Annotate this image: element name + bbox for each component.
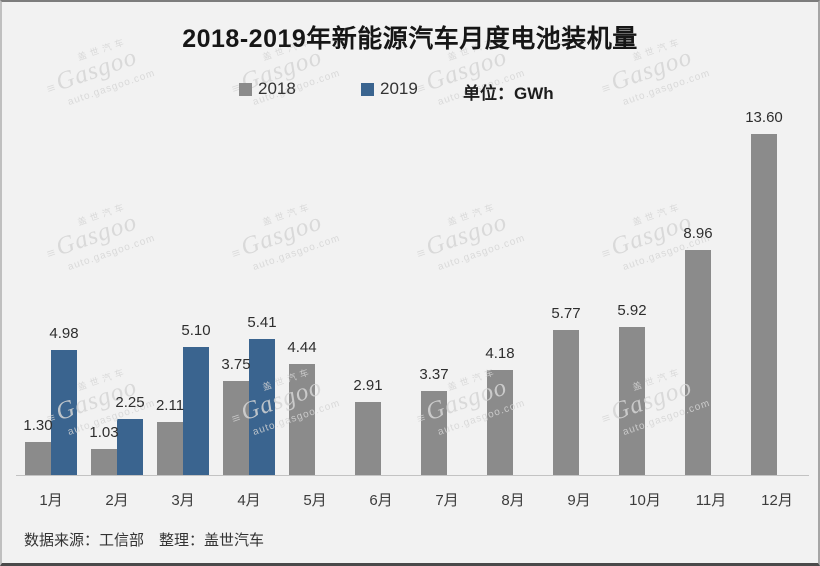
bar-2018-4月 xyxy=(223,381,249,475)
bar-2018-10月 xyxy=(619,327,645,475)
value-label-2018-7月: 3.37 xyxy=(419,366,449,383)
watermark-brand-text: ≡Gasgoo xyxy=(229,208,326,264)
gasgoo-logo-icon: ≡ xyxy=(229,244,244,264)
legend-swatch-2019 xyxy=(361,82,374,96)
x-axis-label-11: 11月 xyxy=(695,492,727,509)
watermark-cn-text: 盖世汽车 xyxy=(76,201,129,228)
gasgoo-logo-icon: ≡ xyxy=(599,409,614,429)
x-axis-label-7: 7月 xyxy=(435,492,459,509)
x-axis-label-3: 3月 xyxy=(171,492,195,509)
bar-2019-1月 xyxy=(51,350,77,475)
value-label-2018-4月: 3.75 xyxy=(221,356,251,373)
source-note: 数据来源：工信部 整理：盖世汽车 xyxy=(24,532,265,549)
bar-2018-7月 xyxy=(421,391,447,475)
bar-2018-8月 xyxy=(487,370,513,475)
legend-item-2019: 2019 xyxy=(361,79,418,99)
x-axis-label-6: 6月 xyxy=(369,492,393,509)
watermark-brand-text: ≡Gasgoo xyxy=(229,373,326,429)
value-label-2018-2月: 1.03 xyxy=(89,424,119,441)
gasgoo-watermark: 盖世汽车 ≡Gasgoo auto.gasgoo.com xyxy=(188,188,365,291)
value-label-2018-10月: 5.92 xyxy=(617,302,647,319)
gasgoo-logo-icon: ≡ xyxy=(44,79,59,99)
chart-title: 2018-2019年新能源汽车月度电池装机量 xyxy=(182,25,638,53)
value-label-2018-11月: 8.96 xyxy=(683,225,713,242)
legend-swatch-2018 xyxy=(239,82,252,96)
legend-label-2019: 2019 xyxy=(380,79,418,98)
bar-2018-2月 xyxy=(91,449,117,475)
gasgoo-watermark: 盖世汽车 ≡Gasgoo auto.gasgoo.com xyxy=(373,188,550,291)
x-axis-label-12: 12月 xyxy=(761,492,793,509)
x-axis-label-10: 10月 xyxy=(629,492,661,509)
value-label-2018-5月: 4.44 xyxy=(287,339,317,356)
value-label-2018-9月: 5.77 xyxy=(551,305,581,322)
value-label-2019-4月: 5.41 xyxy=(247,314,277,331)
value-label-2019-2月: 2.25 xyxy=(115,394,145,411)
bar-2018-6月 xyxy=(355,402,381,475)
x-axis-label-8: 8月 xyxy=(501,492,525,509)
legend-item-2018: 2018 xyxy=(239,79,296,99)
value-label-2019-3月: 5.10 xyxy=(181,322,211,339)
bar-2019-2月 xyxy=(117,419,143,475)
bar-2018-12月 xyxy=(751,134,777,475)
unit-label: 单位：GWh xyxy=(463,84,554,103)
value-label-2018-8月: 4.18 xyxy=(485,345,515,362)
value-label-2018-12月: 13.60 xyxy=(745,109,783,126)
x-axis-line xyxy=(16,475,809,476)
bar-2018-5月 xyxy=(289,364,315,475)
watermark-site-text: auto.gasgoo.com xyxy=(66,232,157,274)
x-axis-label-9: 9月 xyxy=(567,492,591,509)
watermark-cn-text: 盖世汽车 xyxy=(446,201,499,228)
bar-2019-3月 xyxy=(183,347,209,475)
legend-label-2018: 2018 xyxy=(258,79,296,98)
gasgoo-logo-icon: ≡ xyxy=(599,244,614,264)
x-axis-label-4: 4月 xyxy=(237,492,261,509)
bar-2018-3月 xyxy=(157,422,183,475)
gasgoo-logo-icon: ≡ xyxy=(44,244,59,264)
gasgoo-logo-icon: ≡ xyxy=(599,79,614,99)
bar-2019-4月 xyxy=(249,339,275,475)
watermark-cn-text: 盖世汽车 xyxy=(261,201,314,228)
watermark-brand-text: ≡Gasgoo xyxy=(414,208,511,264)
bar-2018-9月 xyxy=(553,330,579,475)
value-label-2018-1月: 1.30 xyxy=(23,417,53,434)
watermark-site-text: auto.gasgoo.com xyxy=(66,67,157,109)
x-axis-label-1: 1月 xyxy=(39,492,63,509)
value-label-2019-1月: 4.98 xyxy=(49,325,79,342)
x-axis-label-2: 2月 xyxy=(105,492,129,509)
bar-2018-1月 xyxy=(25,442,51,475)
watermark-brand-text: ≡Gasgoo xyxy=(44,208,141,264)
value-label-2018-3月: 2.11 xyxy=(155,397,185,414)
bar-2018-11月 xyxy=(685,250,711,475)
gasgoo-logo-icon: ≡ xyxy=(414,244,429,264)
watermark-site-text: auto.gasgoo.com xyxy=(621,67,712,109)
gasgoo-watermark: 盖世汽车 ≡Gasgoo auto.gasgoo.com xyxy=(3,188,180,291)
x-axis-label-5: 5月 xyxy=(303,492,327,509)
value-label-2018-6月: 2.91 xyxy=(353,377,383,394)
watermark-site-text: auto.gasgoo.com xyxy=(436,232,527,274)
watermark-site-text: auto.gasgoo.com xyxy=(251,232,342,274)
